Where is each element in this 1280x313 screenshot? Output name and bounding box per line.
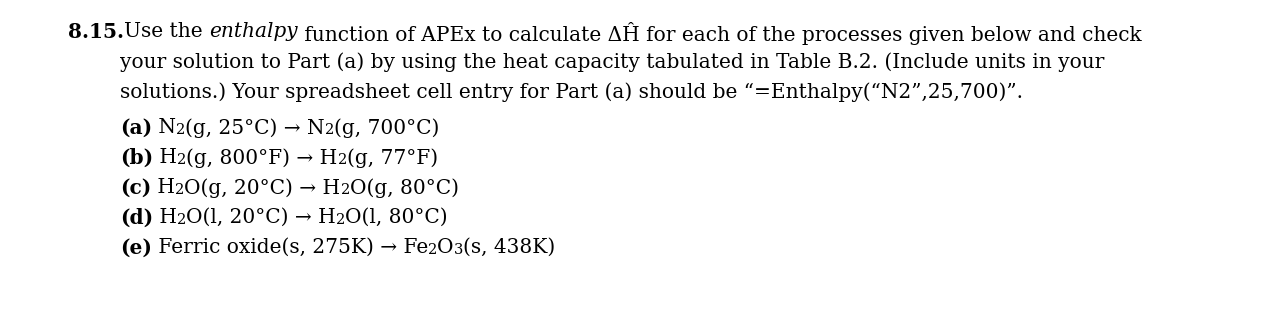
- Text: O(g, 80°C): O(g, 80°C): [349, 178, 458, 198]
- Text: (d): (d): [120, 208, 154, 228]
- Text: Ferric oxide(s, 275K) → Fe: Ferric oxide(s, 275K) → Fe: [152, 238, 428, 257]
- Text: 2: 2: [340, 183, 349, 197]
- Text: (g, 700°C): (g, 700°C): [334, 118, 439, 138]
- Text: (a): (a): [120, 118, 152, 138]
- Text: 2: 2: [428, 243, 438, 257]
- Text: (c): (c): [120, 178, 151, 198]
- Text: Use the: Use the: [124, 22, 209, 41]
- Text: (g, 25°C) → N: (g, 25°C) → N: [186, 118, 325, 138]
- Text: (b): (b): [120, 148, 154, 168]
- Text: O(g, 20°C) → H: O(g, 20°C) → H: [184, 178, 340, 198]
- Text: (g, 77°F): (g, 77°F): [347, 148, 438, 168]
- Text: H: H: [151, 178, 175, 197]
- Text: your solution to Part (a) by using the heat capacity tabulated in Table B.2. (In: your solution to Part (a) by using the h…: [120, 52, 1105, 72]
- Text: N: N: [152, 118, 177, 137]
- Text: 2: 2: [175, 183, 184, 197]
- Text: 2: 2: [337, 213, 346, 227]
- Text: (g, 800°F) → H: (g, 800°F) → H: [187, 148, 338, 168]
- Text: 3: 3: [454, 243, 463, 257]
- Text: 2: 2: [177, 213, 187, 227]
- Text: solutions.) Your spreadsheet cell entry for Part (a) should be “=Enthalpy(“N2”,2: solutions.) Your spreadsheet cell entry …: [120, 82, 1023, 102]
- Text: function of APEx to calculate ΔĤ for each of the processes given below and check: function of APEx to calculate ΔĤ for eac…: [298, 22, 1142, 45]
- Text: O(l, 20°C) → H: O(l, 20°C) → H: [187, 208, 337, 227]
- Text: 2: 2: [325, 123, 334, 137]
- Text: (s, 438K): (s, 438K): [463, 238, 556, 257]
- Text: enthalpy: enthalpy: [209, 22, 298, 41]
- Text: O(l, 80°C): O(l, 80°C): [346, 208, 448, 227]
- Text: (e): (e): [120, 238, 152, 258]
- Text: 2: 2: [177, 123, 186, 137]
- Text: 2: 2: [177, 153, 187, 167]
- Text: H: H: [154, 148, 177, 167]
- Text: 8.15.: 8.15.: [68, 22, 124, 42]
- Text: 2: 2: [338, 153, 347, 167]
- Text: H: H: [154, 208, 177, 227]
- Text: O: O: [438, 238, 454, 257]
